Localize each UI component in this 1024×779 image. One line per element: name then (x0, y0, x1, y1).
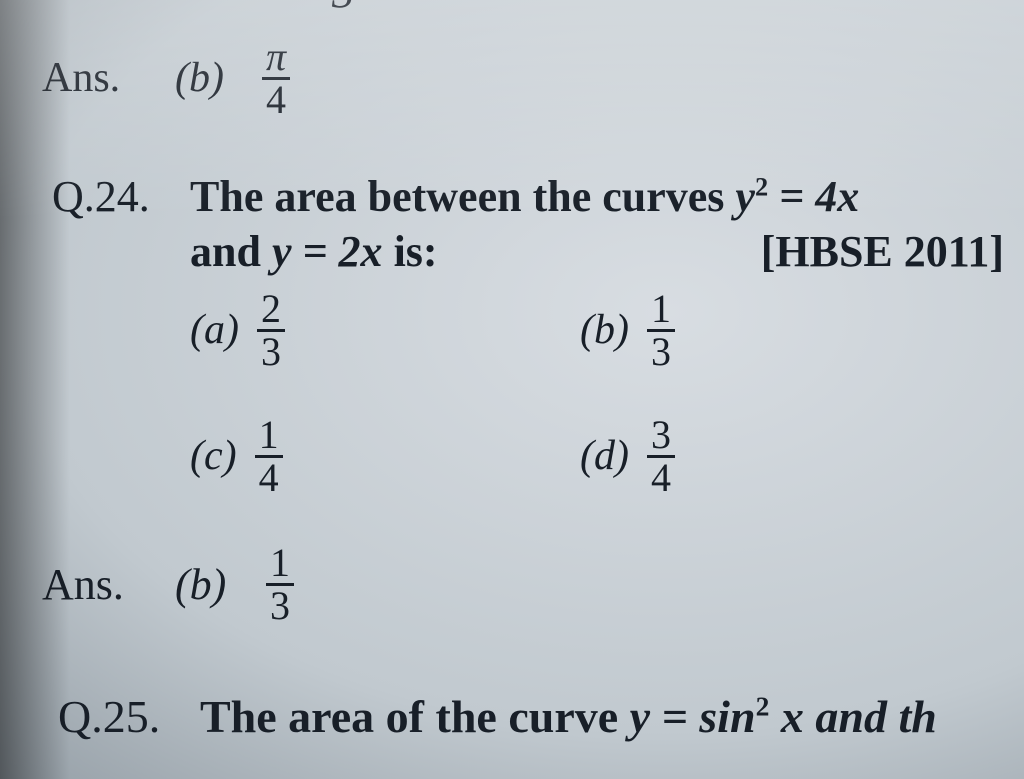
q24-eq1-lhs: y (735, 172, 755, 221)
prev-answer-label: Ans. (42, 54, 120, 102)
option-a-den: 3 (257, 332, 285, 372)
q25-eq-exp: 2 (756, 690, 770, 721)
q24-answer-fraction: 1 3 (266, 543, 294, 626)
prev-answer-option: (b) (175, 54, 224, 102)
q24-eq2: y = 2x (272, 227, 383, 276)
q24-option-a: (a) 2 3 (190, 289, 285, 372)
option-d-label: (d) (580, 432, 629, 480)
option-c-label: (c) (190, 432, 237, 480)
prev-fraction-den: 3 (332, 0, 354, 18)
q24-text-line1: The area between the curves y2 = 4x (190, 171, 859, 222)
textbook-page: 3 Ans. (b) π 4 Q.24. The area between th… (0, 0, 1024, 779)
q24-line2-post: is: (383, 227, 438, 276)
q24-option-b: (b) 1 3 (580, 289, 675, 372)
q24-source-tag: [HBSE 2011] (761, 226, 1004, 277)
q24-eq1-rhs: = 4x (768, 172, 859, 221)
q24-option-d: (d) 3 4 (580, 415, 675, 498)
q24-option-c: (c) 1 4 (190, 415, 283, 498)
option-c-fraction: 1 4 (255, 415, 283, 498)
q25-text-pre: The area of the curve (200, 691, 630, 742)
prev-answer-fraction: π 4 (262, 37, 290, 120)
q24-answer-label: Ans. (42, 559, 124, 610)
q25-number: Q.25. (58, 690, 160, 743)
page-background (0, 0, 1024, 779)
option-a-num: 2 (257, 289, 285, 329)
q24-line2-pre: and (190, 227, 272, 276)
pi-numerator: π (262, 37, 290, 77)
q25-eq-lhs: y = sin (630, 691, 756, 742)
option-b-num: 1 (647, 289, 675, 329)
q25-eq-post: x and th (769, 691, 936, 742)
four-denominator: 4 (262, 80, 290, 120)
q24-number: Q.24. (52, 171, 150, 222)
option-d-num: 3 (647, 415, 675, 455)
q24-answer-option: (b) (175, 559, 226, 610)
q25-text: The area of the curve y = sin2 x and th (200, 690, 937, 743)
q24-ans-den: 3 (266, 586, 294, 626)
option-a-label: (a) (190, 306, 239, 354)
option-a-fraction: 2 3 (257, 289, 285, 372)
q24-ans-num: 1 (266, 543, 294, 583)
option-b-label: (b) (580, 306, 629, 354)
option-d-fraction: 3 4 (647, 415, 675, 498)
option-c-num: 1 (255, 415, 283, 455)
option-d-den: 4 (647, 458, 675, 498)
q24-line1-pre: The area between the curves (190, 172, 735, 221)
q24-eq1-exp: 2 (755, 171, 768, 201)
option-b-den: 3 (647, 332, 675, 372)
q24-text-line2: and y = 2x is: (190, 226, 438, 277)
option-b-fraction: 1 3 (647, 289, 675, 372)
option-c-den: 4 (255, 458, 283, 498)
